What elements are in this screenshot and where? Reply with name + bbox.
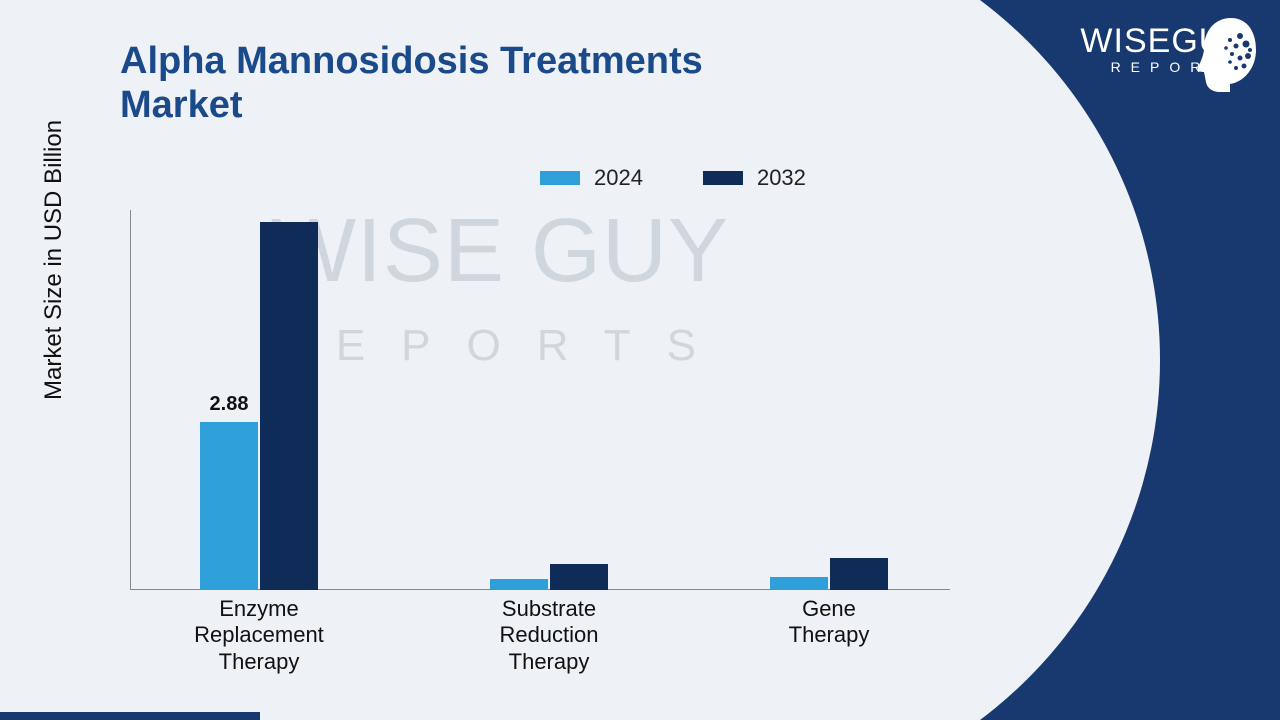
brand-logo: WISEGUY REPORTS: [1080, 22, 1248, 75]
head-silhouette-icon: [1196, 16, 1266, 96]
bar: [830, 558, 888, 590]
bar: [200, 422, 258, 590]
bar: [770, 577, 828, 590]
bar: [490, 579, 548, 590]
category-label: EnzymeReplacementTherapy: [159, 596, 359, 675]
category-label: GeneTherapy: [729, 596, 929, 649]
legend-item-2032: 2032: [703, 165, 806, 191]
bar-value-label: 2.88: [179, 393, 279, 416]
legend-swatch-2032: [703, 171, 743, 185]
y-axis-label: Market Size in USD Billion: [40, 120, 68, 400]
legend-label: 2032: [757, 165, 806, 191]
legend: 2024 2032: [540, 165, 806, 191]
category-label: SubstrateReductionTherapy: [449, 596, 649, 675]
legend-item-2024: 2024: [540, 165, 643, 191]
y-axis-line: [130, 210, 131, 590]
chart-canvas: WISEGUY REPORTS Alpha Mannosidosis Treat…: [0, 0, 1280, 720]
chart-title: Alpha Mannosidosis Treatments Market: [120, 40, 760, 127]
bottom-accent-bar: [0, 712, 260, 720]
bar: [550, 564, 608, 590]
category-labels: EnzymeReplacementTherapy SubstrateReducti…: [130, 592, 950, 702]
legend-label: 2024: [594, 165, 643, 191]
plot-area: 2.88: [130, 210, 950, 590]
legend-swatch-2024: [540, 171, 580, 185]
